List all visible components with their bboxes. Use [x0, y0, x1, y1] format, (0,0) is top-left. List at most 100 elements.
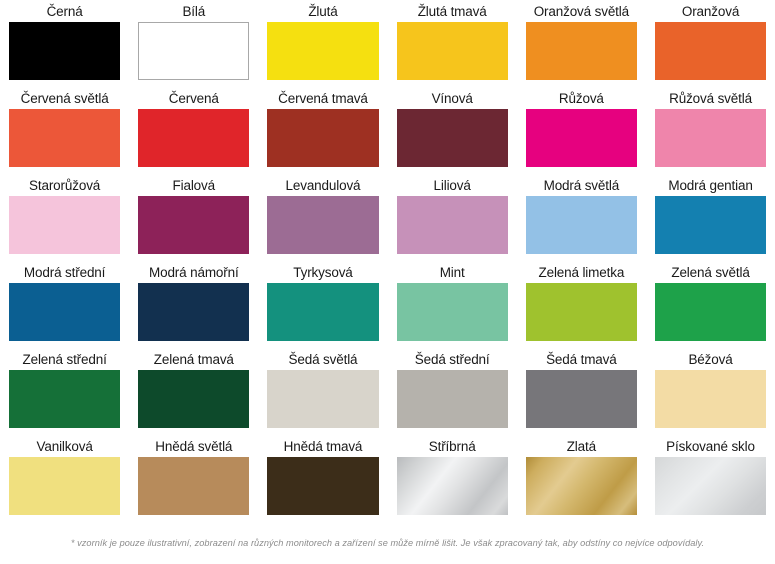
swatch-cell[interactable]: Starorůžová [0, 174, 129, 261]
swatch-color-chip[interactable] [525, 109, 637, 167]
swatch-color-chip[interactable] [9, 22, 121, 80]
swatch-label: Starorůžová [29, 177, 101, 193]
swatch-label: Zelená tmavá [153, 351, 234, 367]
swatch-label: Béžová [688, 351, 733, 367]
swatch-label: Černá [46, 3, 83, 19]
swatch-label: Modrá střední [23, 264, 106, 280]
swatch-label: Stříbrná [428, 438, 476, 454]
swatch-color-chip[interactable] [9, 370, 121, 428]
swatch-color-chip[interactable] [525, 196, 637, 254]
swatch-cell[interactable]: Pískované sklo [646, 435, 775, 522]
swatch-color-chip[interactable] [9, 283, 121, 341]
swatch-color-chip[interactable] [654, 457, 767, 515]
swatch-color-chip[interactable] [267, 457, 379, 515]
swatch-cell[interactable]: Modrá světlá [517, 174, 646, 261]
swatch-cell[interactable]: Modrá gentian [646, 174, 775, 261]
swatch-color-chip[interactable] [9, 457, 121, 515]
swatch-label: Pískované sklo [666, 438, 755, 454]
swatch-cell[interactable]: Bílá [129, 0, 258, 87]
swatch-cell[interactable]: Stříbrná [388, 435, 517, 522]
swatch-label: Vanilková [36, 438, 93, 454]
swatch-label: Levandulová [285, 177, 361, 193]
swatch-label: Tyrkysová [293, 264, 353, 280]
swatch-cell[interactable]: Šedá světlá [258, 348, 387, 435]
swatch-color-chip[interactable] [525, 457, 637, 515]
swatch-color-chip[interactable] [396, 196, 508, 254]
swatch-cell[interactable]: Zelená střední [0, 348, 129, 435]
swatch-cell[interactable]: Zelená limetka [517, 261, 646, 348]
swatch-cell[interactable]: Mint [388, 261, 517, 348]
swatch-cell[interactable]: Tyrkysová [258, 261, 387, 348]
swatch-color-chip[interactable] [267, 109, 379, 167]
swatch-label: Šedá střední [414, 351, 490, 367]
swatch-color-chip[interactable] [138, 196, 250, 254]
swatch-color-chip[interactable] [396, 370, 508, 428]
swatch-label: Žlutá tmavá [417, 3, 487, 19]
swatch-cell[interactable]: Černá [0, 0, 129, 87]
swatch-cell[interactable]: Šedá tmavá [517, 348, 646, 435]
swatch-cell[interactable]: Fialová [129, 174, 258, 261]
swatch-cell[interactable]: Modrá námořní [129, 261, 258, 348]
swatch-cell[interactable]: Oranžová světlá [517, 0, 646, 87]
swatch-cell[interactable]: Hnědá tmavá [258, 435, 387, 522]
swatch-color-chip[interactable] [267, 22, 379, 80]
swatch-cell[interactable]: Růžová světlá [646, 87, 775, 174]
swatch-color-chip[interactable] [654, 370, 767, 428]
swatch-color-chip[interactable] [654, 109, 767, 167]
swatch-color-chip[interactable] [396, 283, 508, 341]
swatch-cell[interactable]: Červená světlá [0, 87, 129, 174]
swatch-label: Hnědá světlá [155, 438, 233, 454]
swatch-cell[interactable]: Červená tmavá [258, 87, 387, 174]
swatch-color-chip[interactable] [396, 457, 508, 515]
swatch-cell[interactable]: Vínová [388, 87, 517, 174]
swatch-color-chip[interactable] [267, 196, 379, 254]
swatch-label: Hnědá tmavá [283, 438, 363, 454]
swatch-color-chip[interactable] [525, 22, 637, 80]
swatch-color-chip[interactable] [654, 22, 767, 80]
swatch-color-chip[interactable] [396, 22, 508, 80]
swatch-cell[interactable]: Růžová [517, 87, 646, 174]
swatch-grid: Černá Bílá Žlutá Žlutá tmavá Oranžová světlá… [0, 0, 775, 522]
swatch-color-chip[interactable] [138, 370, 250, 428]
swatch-label: Zlatá [566, 438, 596, 454]
swatch-color-chip[interactable] [396, 109, 508, 167]
swatch-color-chip[interactable] [138, 22, 250, 80]
swatch-color-chip[interactable] [138, 457, 250, 515]
swatch-cell[interactable]: Levandulová [258, 174, 387, 261]
swatch-cell[interactable]: Žlutá tmavá [388, 0, 517, 87]
swatch-cell[interactable]: Červená [129, 87, 258, 174]
swatch-color-chip[interactable] [654, 283, 767, 341]
swatch-cell[interactable]: Béžová [646, 348, 775, 435]
swatch-cell[interactable]: Hnědá světlá [129, 435, 258, 522]
swatch-label: Šedá tmavá [546, 351, 617, 367]
swatch-color-chip[interactable] [654, 196, 767, 254]
swatch-cell[interactable]: Zelená světlá [646, 261, 775, 348]
swatch-color-chip[interactable] [525, 370, 637, 428]
swatch-color-chip[interactable] [525, 283, 637, 341]
swatch-cell[interactable]: Zlatá [517, 435, 646, 522]
swatch-color-chip[interactable] [9, 196, 121, 254]
swatch-cell[interactable]: Oranžová [646, 0, 775, 87]
swatch-cell[interactable]: Vanilková [0, 435, 129, 522]
swatch-label: Modrá námořní [148, 264, 239, 280]
swatch-label: Zelená limetka [538, 264, 625, 280]
swatch-color-chip[interactable] [267, 370, 379, 428]
swatch-label: Oranžová světlá [533, 3, 629, 19]
swatch-color-chip[interactable] [138, 109, 250, 167]
swatch-label: Fialová [172, 177, 216, 193]
swatch-cell[interactable]: Zelená tmavá [129, 348, 258, 435]
swatch-label: Růžová [558, 90, 604, 106]
swatch-label: Vínová [431, 90, 473, 106]
footnote-disclaimer: * vzorník je pouze ilustrativní, zobraze… [70, 538, 705, 548]
swatch-cell[interactable]: Liliová [388, 174, 517, 261]
swatch-color-chip[interactable] [267, 283, 379, 341]
swatch-cell[interactable]: Modrá střední [0, 261, 129, 348]
swatch-label: Modrá gentian [668, 177, 753, 193]
swatch-color-chip[interactable] [9, 109, 121, 167]
swatch-cell[interactable]: Šedá střední [388, 348, 517, 435]
swatch-label: Žlutá [308, 3, 338, 19]
swatch-color-chip[interactable] [138, 283, 250, 341]
swatch-cell[interactable]: Žlutá [258, 0, 387, 87]
swatch-label: Modrá světlá [543, 177, 620, 193]
